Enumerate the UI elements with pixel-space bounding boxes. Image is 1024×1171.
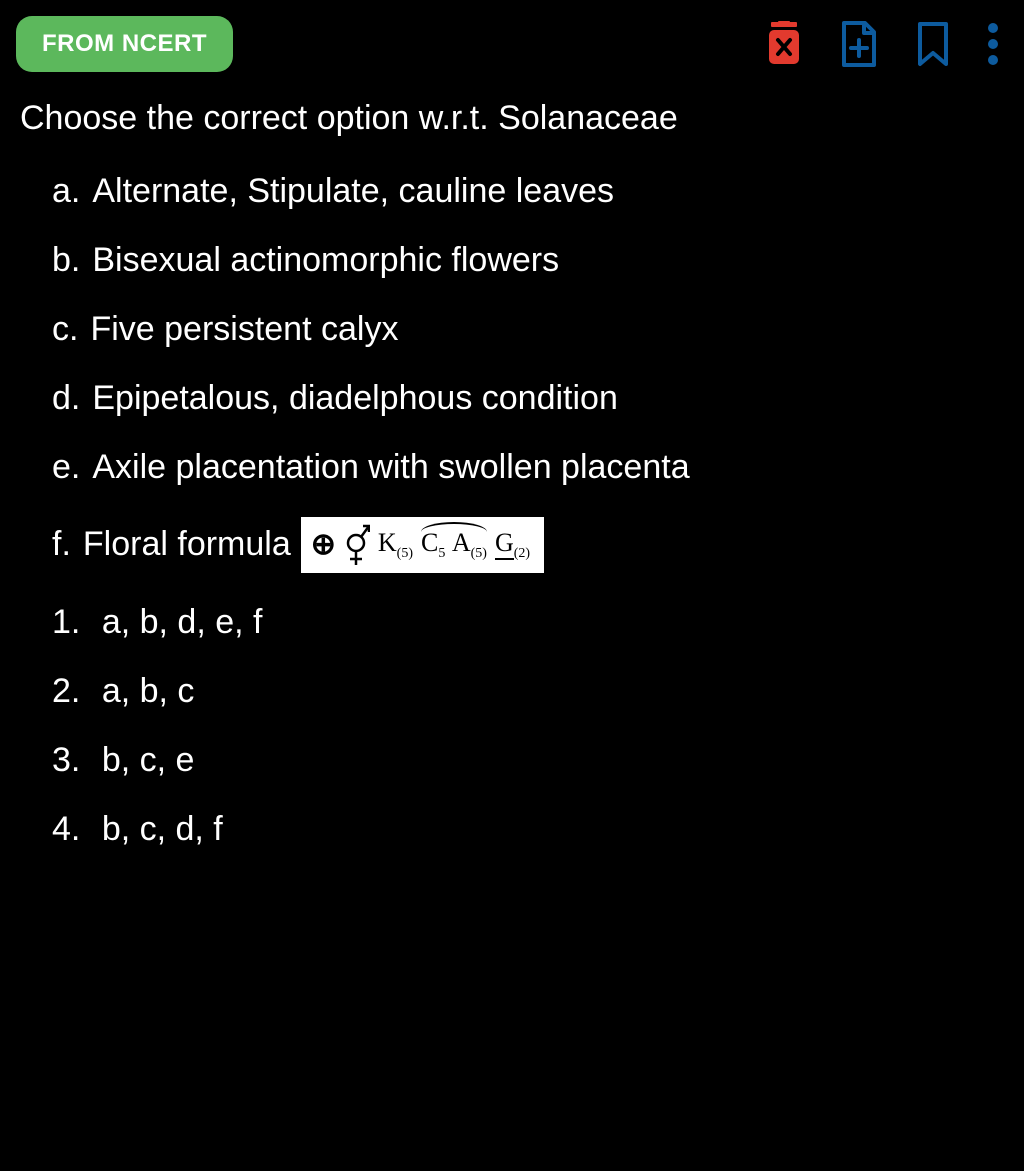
floral-formula-image: ⊕ K(5) C5 A(5) G(2) [301, 517, 544, 573]
statement-item: f. Floral formula ⊕ K(5) C5 A(5) [52, 517, 1008, 573]
delete-x-icon[interactable] [764, 21, 804, 67]
statement-item: b. Bisexual actinomorphic flowers [52, 241, 1008, 280]
answer-number: 1. [52, 603, 80, 641]
answer-option[interactable]: 4. b, c, d, f [52, 810, 1008, 849]
toolbar-actions [764, 20, 1008, 68]
statement-item: a. Alternate, Stipulate, cauline leaves [52, 172, 1008, 211]
statement-text: Floral formula [83, 525, 291, 564]
actinomorphic-icon: ⊕ [311, 527, 336, 562]
more-vert-icon[interactable] [986, 20, 1000, 68]
statement-letter: a. [52, 172, 80, 211]
statement-item: d. Epipetalous, diadelphous condition [52, 379, 1008, 418]
answer-text: a, b, c [102, 672, 195, 710]
answer-number: 3. [52, 741, 80, 779]
answer-option[interactable]: 3. b, c, e [52, 741, 1008, 780]
answer-text: b, c, e [102, 741, 195, 779]
add-file-icon[interactable] [838, 20, 880, 68]
source-badge: FROM NCERT [16, 16, 233, 72]
statement-letter: b. [52, 241, 80, 280]
answer-number: 4. [52, 810, 80, 848]
answer-text: a, b, d, e, f [102, 603, 263, 641]
question-text: Choose the correct option w.r.t. Solanac… [20, 96, 1008, 142]
formula-G: G(2) [495, 528, 530, 562]
toolbar: FROM NCERT [16, 16, 1008, 72]
formula-CA: C5 A(5) [421, 528, 487, 562]
statement-letter: e. [52, 448, 80, 487]
answer-number: 2. [52, 672, 80, 710]
statement-text: Epipetalous, diadelphous condition [92, 379, 618, 418]
answer-option[interactable]: 1. a, b, d, e, f [52, 603, 1008, 642]
statement-list: a. Alternate, Stipulate, cauline leaves … [16, 172, 1008, 573]
statement-text: Axile placentation with swollen placenta [92, 448, 689, 487]
statement-text: Five persistent calyx [90, 310, 398, 349]
statement-letter: d. [52, 379, 80, 418]
statement-item: c. Five persistent calyx [52, 310, 1008, 349]
bookmark-icon[interactable] [914, 20, 952, 68]
answer-text: b, c, d, f [102, 810, 223, 848]
answer-list: 1. a, b, d, e, f 2. a, b, c 3. b, c, e 4… [16, 603, 1008, 849]
statement-text: Bisexual actinomorphic flowers [92, 241, 559, 280]
formula-K: K(5) [378, 528, 413, 562]
statement-letter: f. [52, 525, 71, 564]
statement-text: Alternate, Stipulate, cauline leaves [92, 172, 614, 211]
bisexual-icon [344, 523, 370, 567]
statement-letter: c. [52, 310, 78, 349]
statement-item: e. Axile placentation with swollen place… [52, 448, 1008, 487]
answer-option[interactable]: 2. a, b, c [52, 672, 1008, 711]
